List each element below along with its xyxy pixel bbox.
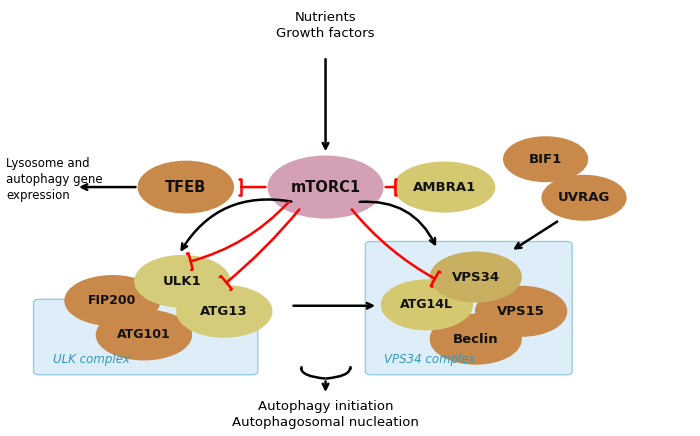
Text: ATG14L: ATG14L [400, 298, 454, 311]
Text: ULK complex: ULK complex [53, 353, 130, 366]
Text: Beclin: Beclin [453, 333, 498, 346]
Text: Lysosome and
autophagy gene
expression: Lysosome and autophagy gene expression [6, 157, 103, 202]
Text: mTORC1: mTORC1 [290, 180, 360, 194]
Ellipse shape [135, 255, 230, 307]
Text: VPS34: VPS34 [452, 271, 500, 283]
Text: ATG13: ATG13 [200, 305, 248, 318]
Ellipse shape [542, 176, 626, 220]
Ellipse shape [382, 280, 472, 330]
Text: UVRAG: UVRAG [558, 191, 610, 204]
Text: VPS15: VPS15 [497, 305, 545, 318]
Text: FIP200: FIP200 [88, 294, 136, 307]
Text: Nutrients
Growth factors: Nutrients Growth factors [276, 11, 374, 41]
FancyBboxPatch shape [365, 242, 572, 375]
Text: AMBRA1: AMBRA1 [413, 181, 476, 194]
Ellipse shape [430, 252, 522, 302]
Ellipse shape [430, 314, 522, 364]
Text: ATG101: ATG101 [117, 328, 171, 341]
Ellipse shape [394, 162, 495, 212]
Ellipse shape [65, 276, 160, 325]
Ellipse shape [268, 156, 383, 218]
Ellipse shape [97, 310, 191, 360]
Text: BIF1: BIF1 [529, 153, 562, 166]
Ellipse shape [176, 286, 272, 337]
Ellipse shape [139, 161, 233, 213]
Text: ULK1: ULK1 [163, 275, 202, 288]
Text: VPS34 complex: VPS34 complex [384, 353, 475, 366]
Ellipse shape [504, 137, 587, 181]
Ellipse shape [476, 286, 566, 336]
Text: Autophagy initiation
Autophagosomal nucleation: Autophagy initiation Autophagosomal nucl… [232, 400, 419, 429]
Text: TFEB: TFEB [165, 180, 206, 194]
FancyBboxPatch shape [34, 300, 258, 375]
